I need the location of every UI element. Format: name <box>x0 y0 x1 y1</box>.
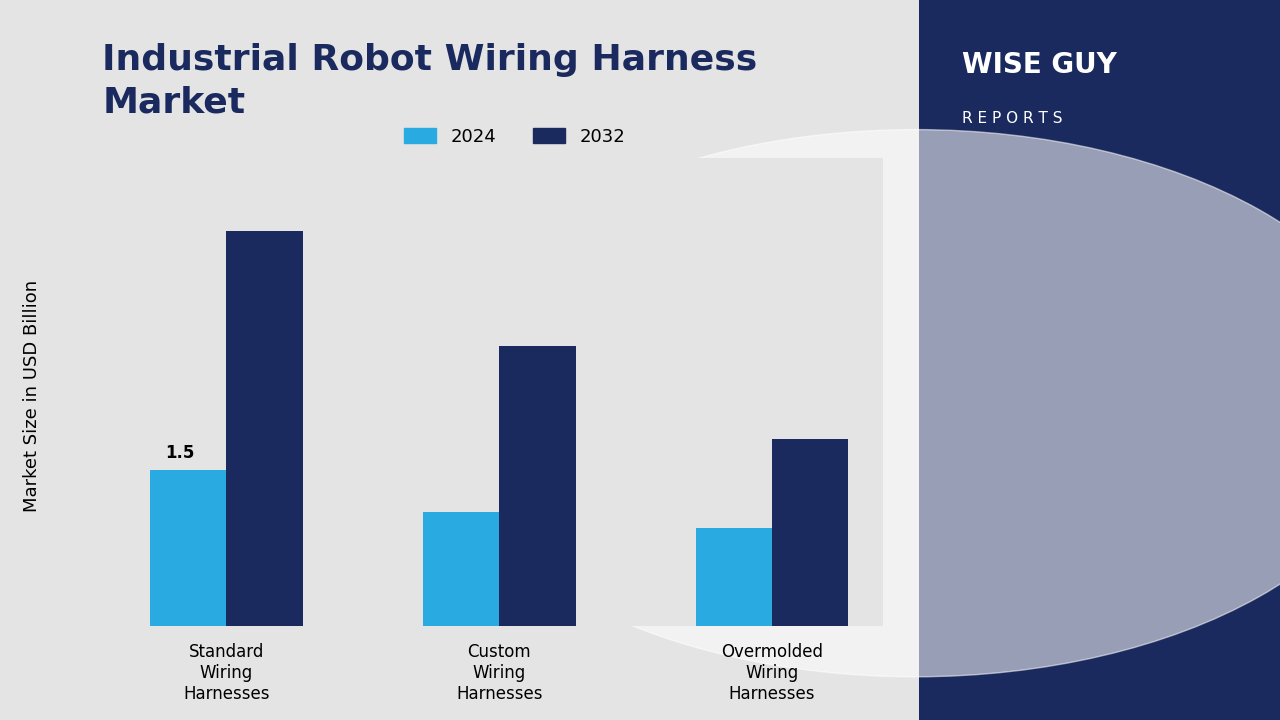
Text: R  E  P  O  R  T  S: R E P O R T S <box>333 420 673 454</box>
Bar <box>499 346 576 626</box>
Legend: 2024, 2032: 2024, 2032 <box>397 121 632 153</box>
Text: Market Size in USD Billion: Market Size in USD Billion <box>23 280 41 512</box>
Bar <box>772 439 849 626</box>
Text: WISE GUY: WISE GUY <box>308 300 698 366</box>
Bar <box>227 231 303 626</box>
Text: WISE GUY: WISE GUY <box>963 51 1117 78</box>
Text: 1.5: 1.5 <box>165 444 195 462</box>
Text: R E P O R T S: R E P O R T S <box>963 111 1062 125</box>
Bar <box>422 512 499 626</box>
Text: Industrial Robot Wiring Harness
Market: Industrial Robot Wiring Harness Market <box>102 43 758 120</box>
Circle shape <box>429 130 1280 677</box>
Bar <box>150 470 227 626</box>
Bar <box>695 528 772 626</box>
